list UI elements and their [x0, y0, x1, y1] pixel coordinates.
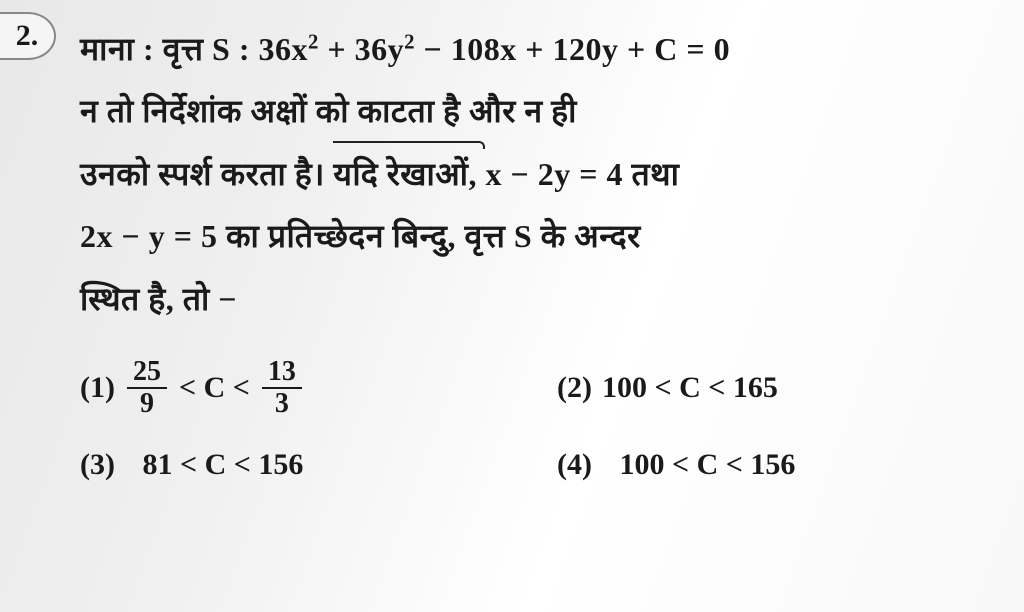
option-label: (2)	[557, 371, 592, 405]
question-number: 2.	[16, 19, 39, 53]
option-2: (2) 100 < C < 165	[557, 358, 994, 418]
option-3: (3) 81 < C < 156	[80, 448, 517, 484]
fraction: 13 3	[262, 358, 302, 418]
option-label: (3)	[80, 448, 115, 482]
question-line-2: न तो निर्देशांक अक्षों को काटता है और न …	[80, 80, 994, 142]
option-4: (4) 100 < C < 156	[557, 448, 994, 484]
option-1: (1) 25 9 < C < 13 3	[80, 358, 517, 418]
fraction: 25 9	[127, 358, 167, 418]
option-label: (4)	[557, 448, 592, 482]
question-line-3: उनको स्पर्श करता है। यदि रेखाओं, x − 2y …	[80, 143, 994, 205]
overlined-text: यदि रेखाओं,	[333, 143, 477, 205]
options-grid: (1) 25 9 < C < 13 3 (2) 100 < C < 165 (3…	[80, 358, 994, 484]
option-label: (1)	[80, 371, 115, 405]
question-number-badge: 2.	[0, 12, 56, 60]
exponent: 2	[404, 30, 415, 53]
question-text: माना : वृत्त S : 36x2 + 36y2 − 108x + 12…	[80, 18, 994, 330]
question-line-4: 2x − y = 5 का प्रतिच्छेदन बिन्दु, वृत्त …	[80, 205, 994, 267]
exponent: 2	[308, 30, 319, 53]
question-line-1: माना : वृत्त S : 36x2 + 36y2 − 108x + 12…	[80, 18, 994, 80]
question-line-5: स्थित है, तो −	[80, 268, 994, 330]
